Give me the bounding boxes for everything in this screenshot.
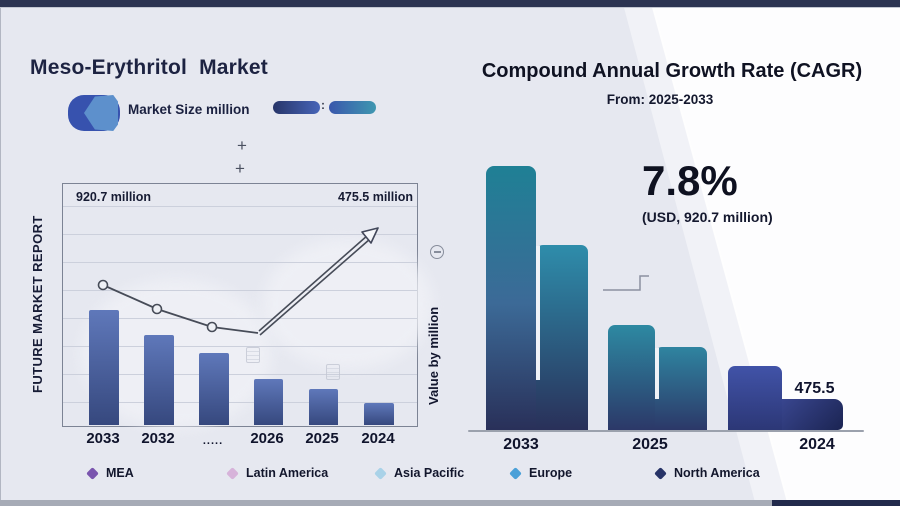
left-axis-label-2024: 2024 <box>361 430 395 447</box>
legend-label: North America <box>674 466 760 480</box>
plus-decoration: + <box>237 136 247 155</box>
right-axis-label-2024: 2024 <box>799 436 835 453</box>
legend-item-europe: Europe <box>509 466 573 480</box>
document-ghost-icon <box>326 364 340 380</box>
legend-diamond-icon <box>654 466 667 480</box>
cagr-subtitle: From: 2025-2033 <box>606 92 714 107</box>
page-title: Meso-Erythritol Market <box>30 56 268 79</box>
legend-item-asia-pacific: Asia Pacific <box>374 466 465 480</box>
bar-2033-secondary <box>536 245 588 430</box>
legend-item-mea: MEA <box>86 466 134 480</box>
bar-value-2024: 475.5 <box>794 380 835 397</box>
top-accent-line <box>0 7 900 8</box>
left-chart-end-value: 475.5 million <box>337 190 413 204</box>
ratio-pill-left <box>273 101 320 114</box>
top-accent-strip <box>0 0 900 7</box>
bar-2026 <box>254 379 283 425</box>
left-chart-start-value: 920.7 million <box>76 190 152 204</box>
cagr-value: 7.8% <box>642 157 738 204</box>
bar-2024 <box>364 403 394 425</box>
bottom-strip-gray <box>0 500 772 506</box>
legend-item-north-america: North America <box>654 466 760 480</box>
left-chart-side-label: FUTURE MARKET REPORT <box>30 215 45 393</box>
bar-gap-slit <box>536 246 540 380</box>
left-axis-label-2025: 2025 <box>305 430 339 447</box>
bar-2024-secondary <box>782 399 843 430</box>
bar-2033-primary <box>486 166 536 430</box>
legend-diamond-icon <box>509 466 522 480</box>
legend-diamond-icon <box>374 466 387 480</box>
left-axis-label-2026: 2026 <box>250 430 284 447</box>
right-axis-label-2025: 2025 <box>632 436 668 453</box>
right-chart-axis-line <box>468 430 864 432</box>
market-size-icon-facet <box>84 95 118 131</box>
legend-label: Asia Pacific <box>394 466 465 480</box>
legend-label: MEA <box>106 466 134 480</box>
cagr-detail: (USD, 920.7 million) <box>642 209 773 225</box>
value-axis-label: Value by million <box>426 306 441 406</box>
bar-2025-secondary <box>655 347 707 430</box>
legend-diamond-icon <box>226 466 239 480</box>
market-size-label: Market Size million <box>128 102 250 117</box>
legend-label: Europe <box>529 466 573 480</box>
legend-label: Latin America <box>246 466 329 480</box>
bottom-strip-navy <box>772 500 900 506</box>
right-axis-label-2033: 2033 <box>503 436 539 453</box>
bar-gap-slit <box>655 348 659 399</box>
minus-circle-icon <box>430 245 444 259</box>
left-chart: 920.7 million 475.5 million <box>62 183 433 429</box>
right-chart: 475.5 <box>460 160 880 432</box>
bar-dots <box>199 353 229 425</box>
ratio-separator: : <box>321 98 325 112</box>
bar-2025 <box>309 389 338 425</box>
bar-2025-primary <box>608 325 655 430</box>
left-axis-label-2032: 2032 <box>141 430 175 447</box>
ratio-pill-right <box>329 101 376 114</box>
left-axis-label-2033: 2033 <box>86 430 120 447</box>
legend-item-latin-america: Latin America <box>226 466 329 480</box>
left-axis-label-dots: ..... <box>202 435 224 447</box>
cagr-title: Compound Annual Growth Rate (CAGR) <box>481 60 863 82</box>
plus-decoration: + <box>235 159 245 178</box>
bar-2033 <box>89 310 119 425</box>
cagr-stat-block: 7.8% (USD, 920.7 million) <box>642 157 773 226</box>
market-size-icon <box>68 95 120 131</box>
document-ghost-icon <box>246 347 260 363</box>
legend-diamond-icon <box>86 466 99 480</box>
bar-2032 <box>144 335 174 425</box>
bar-2024-primary <box>728 366 782 430</box>
